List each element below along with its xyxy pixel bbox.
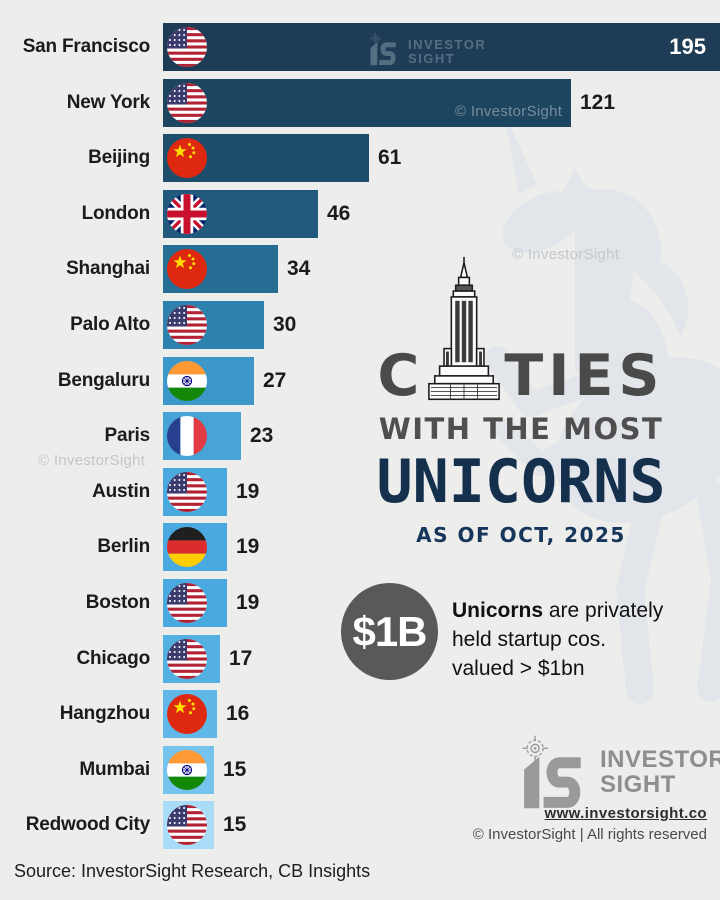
title-letter-c: C	[377, 343, 425, 409]
bar-row: Paris 23	[0, 412, 720, 460]
flag-us-icon	[167, 83, 207, 123]
bar-row: New York 121	[0, 79, 720, 127]
city-label: Boston	[85, 592, 150, 613]
bar-value: 19	[236, 480, 260, 503]
bar-row: Berlin 19	[0, 523, 720, 571]
bar-row: Hangzhou 16	[0, 690, 720, 738]
flag-us-icon	[167, 305, 207, 345]
copyright-watermark: © InvestorSight	[512, 246, 620, 263]
city-label: Austin	[92, 481, 150, 502]
flag-us-icon	[167, 27, 207, 67]
value-bar	[163, 635, 220, 683]
flag-gb-icon	[167, 194, 207, 234]
flag-us-icon	[167, 639, 207, 679]
website-link[interactable]: www.investorsight.co	[544, 805, 707, 822]
bar-value: 195	[669, 34, 706, 59]
value-bar	[163, 190, 318, 238]
city-label: Palo Alto	[70, 314, 150, 335]
brand-name-line: INVESTOR	[600, 746, 720, 773]
bar-row: Beijing 61	[0, 134, 720, 182]
value-bar	[163, 245, 278, 293]
value-bar	[163, 468, 227, 516]
value-bar	[163, 412, 241, 460]
bar-row: Chicago 17	[0, 635, 720, 683]
one-billion-badge: $1B	[341, 583, 438, 680]
flag-cn-icon	[167, 138, 207, 178]
value-bar: 195	[163, 23, 720, 71]
city-label: Shanghai	[66, 258, 150, 279]
flag-us-icon	[167, 805, 207, 845]
title-line-2: WITH THE MOST	[378, 412, 664, 446]
city-label: Berlin	[97, 536, 150, 557]
value-bar	[163, 301, 264, 349]
title-line-cities: C	[358, 256, 684, 409]
bar-value: 46	[327, 202, 351, 225]
investorsight-logo-icon	[514, 733, 590, 811]
title-line-unicorns: UNICORNS	[376, 447, 666, 517]
empire-state-building-icon	[424, 256, 504, 404]
city-label: Beijing	[88, 147, 150, 168]
city-label: Paris	[104, 425, 151, 446]
bar-value: 23	[250, 424, 274, 447]
copyright-watermark: © InvestorSight	[38, 452, 146, 469]
bar-row: London 46	[0, 190, 720, 238]
city-label: Mumbai	[79, 759, 150, 780]
title-as-of-date: AS OF OCT, 2025	[416, 523, 626, 547]
city-label: Redwood City	[25, 814, 150, 835]
definition-text: valued > $1bn	[452, 657, 585, 680]
title-letters-ties: TIES	[504, 343, 665, 409]
brand-name: INVESTOR SIGHT	[600, 747, 720, 797]
bar-value: 121	[580, 91, 616, 114]
city-label: London	[81, 203, 151, 224]
city-label: San Francisco	[22, 36, 150, 57]
bar-row: Boston 19	[0, 579, 720, 627]
bar-value: 27	[263, 369, 287, 392]
bar-value: 30	[273, 313, 297, 336]
bar-value: 17	[229, 647, 253, 670]
flag-in-icon	[167, 750, 207, 790]
city-label: New York	[66, 92, 150, 113]
copyright-line: © InvestorSight | All rights reserved	[472, 826, 707, 843]
flag-us-icon	[167, 583, 207, 623]
bar-value: 15	[223, 758, 247, 781]
flag-in-icon	[167, 361, 207, 401]
value-bar	[163, 801, 214, 849]
definition-bold-word: Unicorns	[452, 599, 544, 622]
bar-row: Palo Alto 30	[0, 301, 720, 349]
value-bar	[163, 746, 214, 794]
value-bar	[163, 134, 369, 182]
value-bar	[163, 579, 227, 627]
bar-row: Mumbai 15	[0, 746, 720, 794]
definition-text: are privately	[543, 599, 664, 622]
bar-row: Bengaluru 27	[0, 357, 720, 405]
bar-row: San Francisco 195	[0, 23, 720, 71]
bar-value: 15	[223, 813, 247, 836]
flag-cn-icon	[167, 249, 207, 289]
bar-value: 19	[236, 591, 260, 614]
bar-value: 16	[226, 702, 250, 725]
brand-name-line: SIGHT	[600, 771, 676, 798]
bar-value: 19	[236, 535, 260, 558]
flag-cn-icon	[167, 694, 207, 734]
bar-value: 34	[287, 257, 311, 280]
bar-row: Austin 19	[0, 468, 720, 516]
value-bar	[163, 523, 227, 571]
value-bar	[163, 79, 571, 127]
flag-de-icon	[167, 527, 207, 567]
unicorn-definition: Unicorns are privately held startup cos.…	[452, 596, 692, 683]
city-label: Hangzhou	[59, 703, 150, 724]
bar-row: Redwood City 15	[0, 801, 720, 849]
source-credit: Source: InvestorSight Research, CB Insig…	[14, 861, 371, 881]
city-label: Bengaluru	[57, 370, 150, 391]
value-bar	[163, 690, 217, 738]
city-label: Chicago	[76, 648, 150, 669]
value-bar	[163, 357, 254, 405]
flag-us-icon	[167, 472, 207, 512]
copyright-watermark: © InvestorSight	[455, 103, 563, 120]
flag-fr-icon	[167, 416, 207, 456]
bar-value: 61	[378, 146, 402, 169]
definition-text: held startup cos.	[452, 628, 607, 651]
bar-row: Shanghai 34	[0, 245, 720, 293]
